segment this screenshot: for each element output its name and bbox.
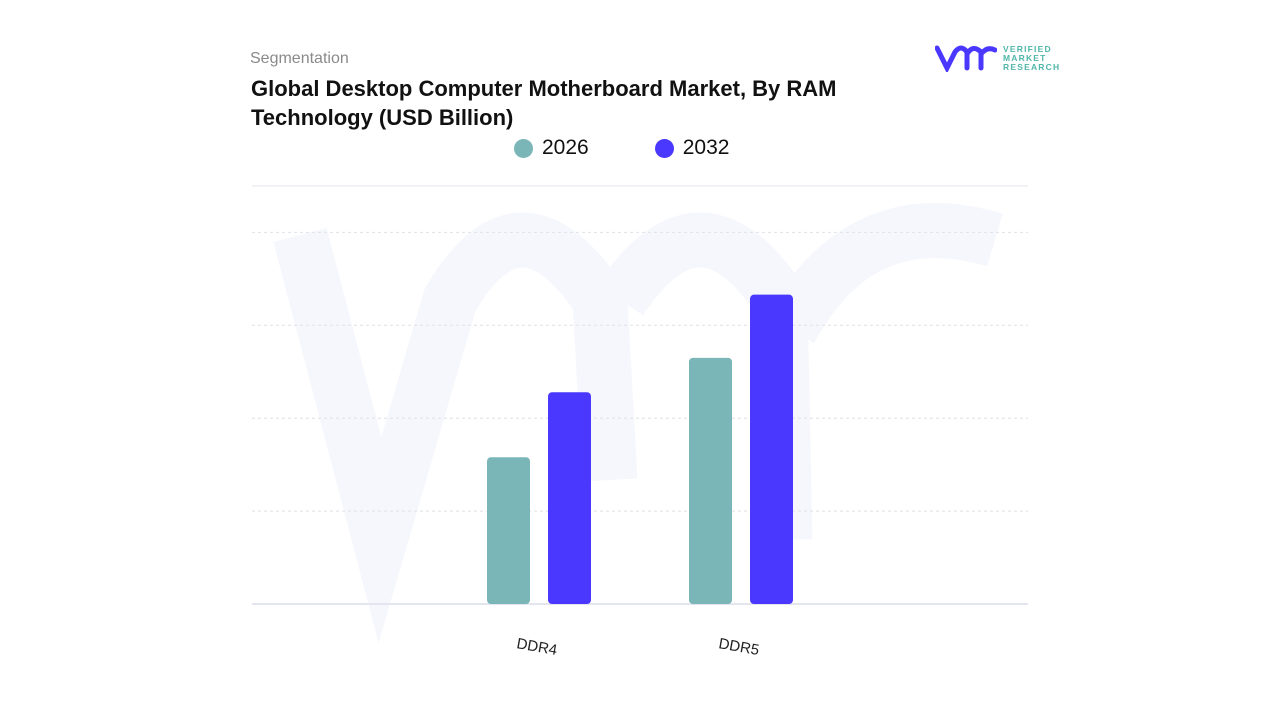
logo-text-2: MARKET [1003,52,1047,63]
chart-title: Global Desktop Computer Motherboard Mark… [251,76,837,130]
logo-text-1: VERIFIED [1003,43,1052,54]
segment-label: Segmentation [250,50,349,67]
legend-label: 2032 [682,136,730,159]
vmr-logo-icon [935,45,997,72]
logo: VERIFIED MARKET RESEARCH [935,44,1060,72]
x-tick-label: DDR4 [515,635,558,659]
legend-label: 2026 [542,136,589,159]
bar-DDR5-2032 [750,294,793,604]
bar-DDR5-2026 [689,357,732,604]
legend-swatch [654,138,674,158]
x-tick-label: DDR5 [717,635,760,659]
bar-DDR4-2026 [487,457,530,604]
logo-text-3: RESEARCH [1003,61,1061,72]
legend-swatch [514,138,533,158]
watermark [273,203,1003,644]
legend-item-2026: 2026 [514,136,589,160]
bar-DDR4-2032 [548,392,591,604]
legend: 2026 2032 [514,136,729,160]
legend-item-2032: 2032 [654,136,730,160]
